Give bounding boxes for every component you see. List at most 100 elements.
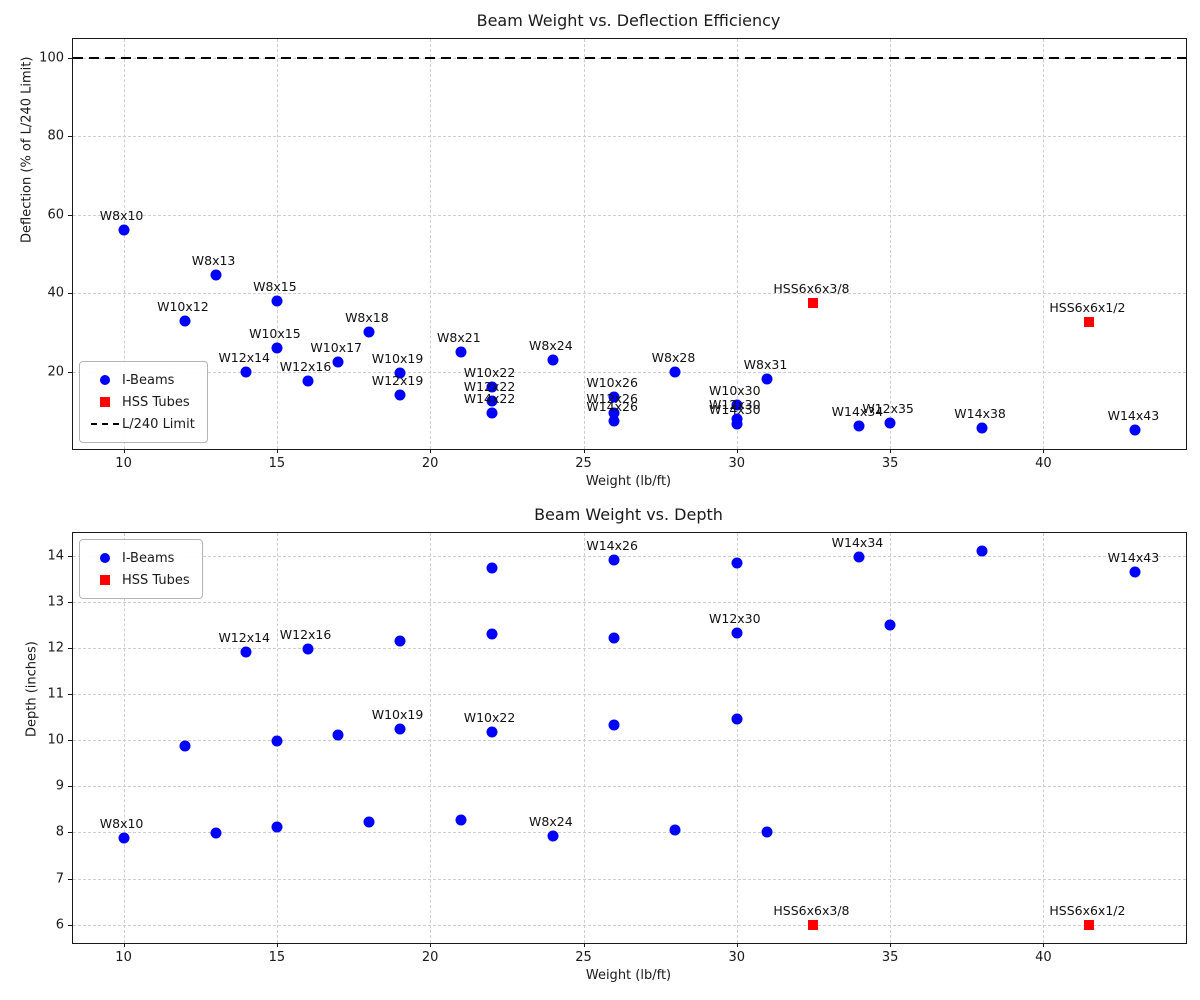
data-point bbox=[179, 740, 191, 752]
data-point-w12x14 bbox=[240, 646, 252, 658]
plot-area: 10 15 20 25 30 35 40 20 40 60 80 100 W8x10 W10x12 W8x1… bbox=[39, 38, 1187, 471]
point-label: W8x10 bbox=[99, 815, 144, 831]
point-label: HSS6x6x3/8 bbox=[773, 280, 850, 296]
x-tick-label: 40 bbox=[1035, 950, 1052, 965]
point-label: W12x19 bbox=[371, 373, 424, 389]
x-tick-label: 15 bbox=[268, 950, 286, 965]
y-tick-mark bbox=[68, 740, 72, 742]
x-tick-mark bbox=[583, 449, 585, 453]
legend-square-marker-icon bbox=[100, 575, 110, 585]
y-gridline bbox=[73, 648, 1186, 650]
data-point bbox=[669, 824, 681, 836]
data-point bbox=[608, 719, 620, 731]
y-tick-mark bbox=[68, 694, 72, 696]
y-tick-mark bbox=[68, 293, 72, 295]
legend-item: I-Beams bbox=[88, 369, 195, 391]
data-point-w12x30 bbox=[731, 413, 743, 425]
data-point-w8x21 bbox=[455, 346, 467, 358]
y-gridline bbox=[73, 786, 1186, 788]
plot-area: 10 15 20 25 30 35 40 6 7 8 9 10 11 12 13 14 W8x10 W12x14 W… bbox=[47, 532, 1187, 965]
x-tick-label: 25 bbox=[575, 950, 592, 965]
y-tick-label: 12 bbox=[47, 640, 64, 656]
data-point-w8x10 bbox=[118, 832, 130, 843]
legend-circle-marker-icon bbox=[100, 553, 110, 563]
point-label: HSS6x6x1/2 bbox=[1049, 902, 1126, 918]
point-label: W12x26 bbox=[586, 390, 638, 406]
y-tick-mark bbox=[68, 878, 72, 880]
y-gridline bbox=[73, 136, 1186, 138]
point-label: W10x30 bbox=[709, 382, 761, 398]
point-label: W8x13 bbox=[191, 253, 236, 269]
y-tick-mark bbox=[68, 136, 72, 138]
point-label: W8x15 bbox=[253, 278, 297, 294]
point-label: W14x26 bbox=[586, 398, 638, 414]
y-tick-mark bbox=[68, 371, 72, 373]
x-tick-label: 10 bbox=[115, 456, 132, 471]
y-tick-label: 6 bbox=[55, 917, 64, 933]
point-label: W8x18 bbox=[345, 310, 389, 326]
x-tick-mark bbox=[1043, 943, 1045, 947]
point-label: W10x17 bbox=[310, 339, 363, 355]
x-tick-label: 20 bbox=[421, 950, 439, 965]
data-point-w8x10 bbox=[118, 224, 130, 236]
y-tick-label: 100 bbox=[39, 50, 64, 66]
x-gridline bbox=[123, 39, 125, 449]
data-point-w14x22 bbox=[486, 407, 498, 419]
legend: I-Beams HSS Tubes bbox=[79, 539, 203, 599]
data-point-w12x22 bbox=[486, 395, 498, 407]
data-point-w12x19 bbox=[394, 389, 406, 401]
y-tick-mark bbox=[68, 786, 72, 788]
legend-label: HSS Tubes bbox=[122, 394, 190, 410]
legend: I-Beams HSS Tubes L/240 Limit bbox=[79, 361, 208, 443]
data-point-w10x12 bbox=[179, 315, 191, 326]
y-gridline bbox=[73, 694, 1186, 696]
data-point-w8x13 bbox=[210, 269, 222, 281]
point-label: W8x21 bbox=[437, 329, 481, 345]
data-point-w12x26 bbox=[608, 407, 620, 419]
data-point-w14x43 bbox=[1129, 424, 1141, 436]
y-tick-label: 20 bbox=[47, 364, 64, 379]
y-tick-label: 8 bbox=[55, 824, 64, 840]
point-label: W14x34 bbox=[831, 534, 884, 550]
data-point-hss6x6x1-2 bbox=[1084, 919, 1095, 930]
legend-item: HSS Tubes bbox=[88, 569, 190, 591]
point-label: W14x30 bbox=[709, 402, 761, 418]
data-point-w14x26 bbox=[608, 415, 620, 427]
y-gridline bbox=[73, 293, 1186, 295]
x-tick-mark bbox=[123, 943, 125, 947]
limit-line bbox=[73, 56, 1186, 59]
y-tick-mark bbox=[68, 556, 72, 558]
data-point bbox=[731, 713, 743, 725]
y-tick-label: 40 bbox=[47, 285, 64, 301]
point-label: W12x22 bbox=[463, 378, 516, 394]
point-label: W12x14 bbox=[218, 630, 271, 646]
x-tick-mark bbox=[430, 449, 432, 453]
legend-item: L/240 Limit bbox=[88, 413, 195, 435]
x-tick-mark bbox=[276, 943, 278, 947]
data-point bbox=[271, 735, 283, 747]
data-point bbox=[210, 827, 222, 839]
data-point-w10x19 bbox=[394, 723, 406, 735]
legend-dashed-line-icon bbox=[91, 423, 119, 425]
point-label: W8x31 bbox=[743, 357, 788, 373]
x-tick-mark bbox=[736, 943, 738, 947]
x-gridline bbox=[583, 533, 585, 943]
point-label: W12x30 bbox=[709, 610, 761, 626]
data-point-w14x43 bbox=[1129, 566, 1141, 578]
x-tick-mark bbox=[583, 943, 585, 947]
point-label: W12x35 bbox=[862, 400, 914, 416]
y-gridline bbox=[73, 878, 1186, 880]
x-tick-label: 35 bbox=[881, 456, 899, 471]
data-point-w10x19 bbox=[394, 367, 406, 379]
x-tick-mark bbox=[1043, 449, 1045, 453]
data-point-w12x35 bbox=[884, 417, 896, 429]
point-label: W14x43 bbox=[1107, 408, 1160, 424]
y-tick-mark bbox=[68, 924, 72, 926]
point-label: W12x16 bbox=[279, 626, 332, 642]
x-tick-label: 25 bbox=[575, 456, 592, 471]
x-tick-label: 30 bbox=[728, 950, 746, 965]
data-point-w14x38 bbox=[976, 422, 988, 434]
x-gridline bbox=[430, 39, 432, 449]
x-gridline bbox=[123, 533, 125, 943]
